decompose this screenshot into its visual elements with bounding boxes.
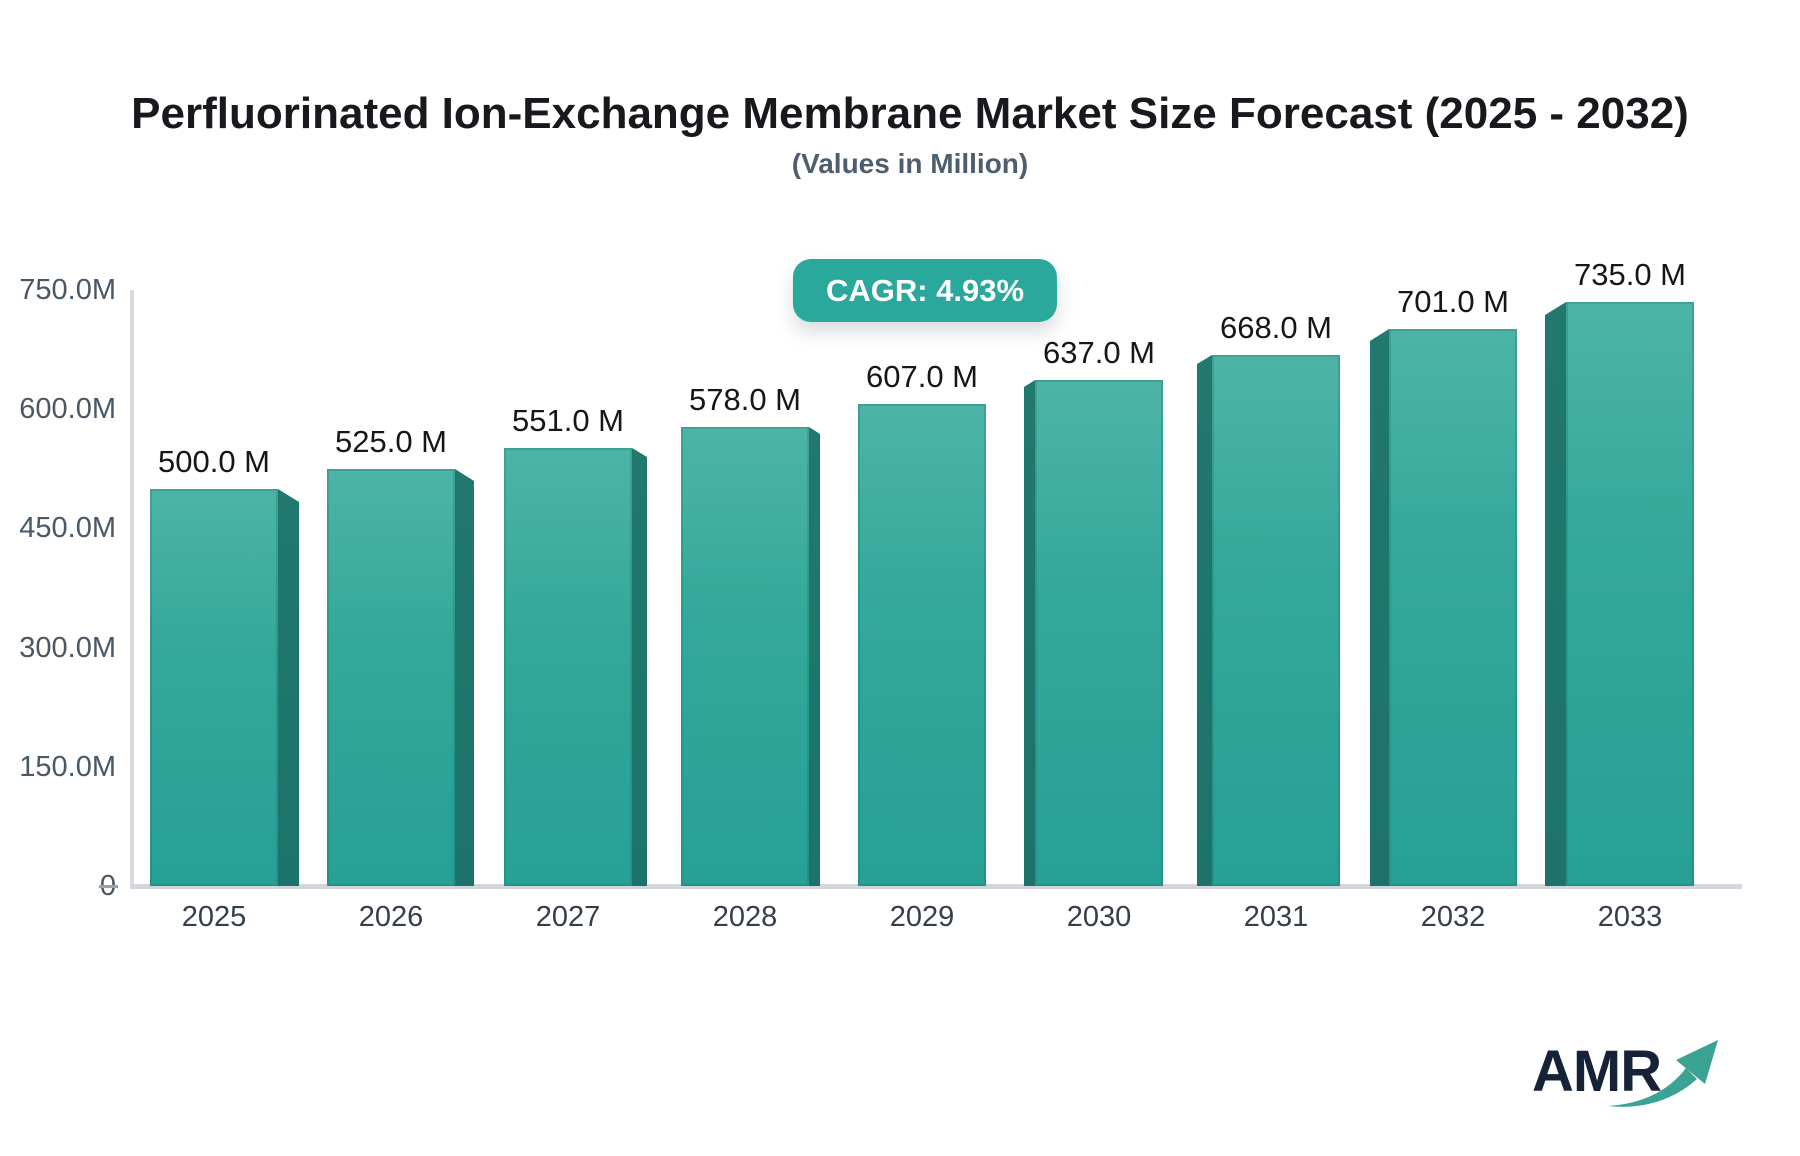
y-axis-tick-label: 300.0M — [19, 632, 116, 664]
bar-2030 — [1035, 380, 1163, 886]
bar-2032 — [1389, 329, 1517, 886]
y-axis-tick-label: 750.0M — [19, 274, 116, 306]
bar-value-label: 735.0 M — [1573, 257, 1687, 292]
bar-value-label: 525.0 M — [334, 424, 448, 459]
bar-side-face — [809, 427, 820, 886]
x-axis-tick-label: 2026 — [358, 901, 424, 933]
y-axis-tick-label: 600.0M — [19, 393, 116, 425]
y-axis-tick-label: 150.0M — [19, 751, 116, 783]
bar-value-label: 500.0 M — [157, 444, 271, 479]
x-axis-tick-label: 2031 — [1243, 901, 1309, 933]
bar-value-label: 701.0 M — [1396, 284, 1510, 319]
bar-side-face — [1197, 355, 1212, 886]
bar-side-face — [1545, 302, 1566, 886]
bar-value-label: 578.0 M — [688, 382, 802, 417]
bar-value-label: 668.0 M — [1219, 310, 1333, 345]
bar-side-face — [1024, 380, 1035, 886]
brand-logo: AMR — [1532, 1030, 1732, 1120]
x-axis-tick-label: 2027 — [535, 901, 601, 933]
bar-2029 — [858, 404, 986, 886]
bar-2033 — [1566, 302, 1694, 886]
bar-value-label: 637.0 M — [1042, 335, 1156, 370]
y-axis-line — [130, 290, 134, 886]
bar-side-face — [1370, 329, 1389, 886]
bar-value-label: 607.0 M — [865, 359, 979, 394]
bar-2028 — [681, 427, 809, 886]
x-axis-line — [130, 884, 1742, 889]
x-axis-tick-label: 2030 — [1066, 901, 1132, 933]
bar-value-label: 551.0 M — [511, 403, 625, 438]
bar-2025 — [150, 489, 278, 886]
x-axis-tick-label: 2028 — [712, 901, 778, 933]
bar-side-face — [455, 469, 474, 886]
chart-title: Perfluorinated Ion-Exchange Membrane Mar… — [131, 89, 1689, 138]
x-axis-tick-label: 2029 — [889, 901, 955, 933]
brand-logo-text: AMR — [1532, 1039, 1662, 1104]
bar-side-face — [278, 489, 299, 886]
y-axis-tick-label: 450.0M — [19, 512, 116, 544]
bar-side-face — [632, 448, 647, 886]
zero-tick-mark — [99, 885, 118, 888]
chart-subtitle: (Values in Million) — [791, 148, 1029, 179]
cagr-badge: CAGR: 4.93% — [792, 259, 1058, 322]
x-axis-tick-label: 2025 — [181, 901, 247, 933]
bar-2026 — [327, 469, 455, 886]
bar-2031 — [1212, 355, 1340, 886]
bar-2027 — [504, 448, 632, 886]
x-axis-tick-label: 2033 — [1597, 901, 1663, 933]
x-axis-tick-label: 2032 — [1420, 901, 1486, 933]
growth-arrow-icon — [1608, 1040, 1718, 1107]
